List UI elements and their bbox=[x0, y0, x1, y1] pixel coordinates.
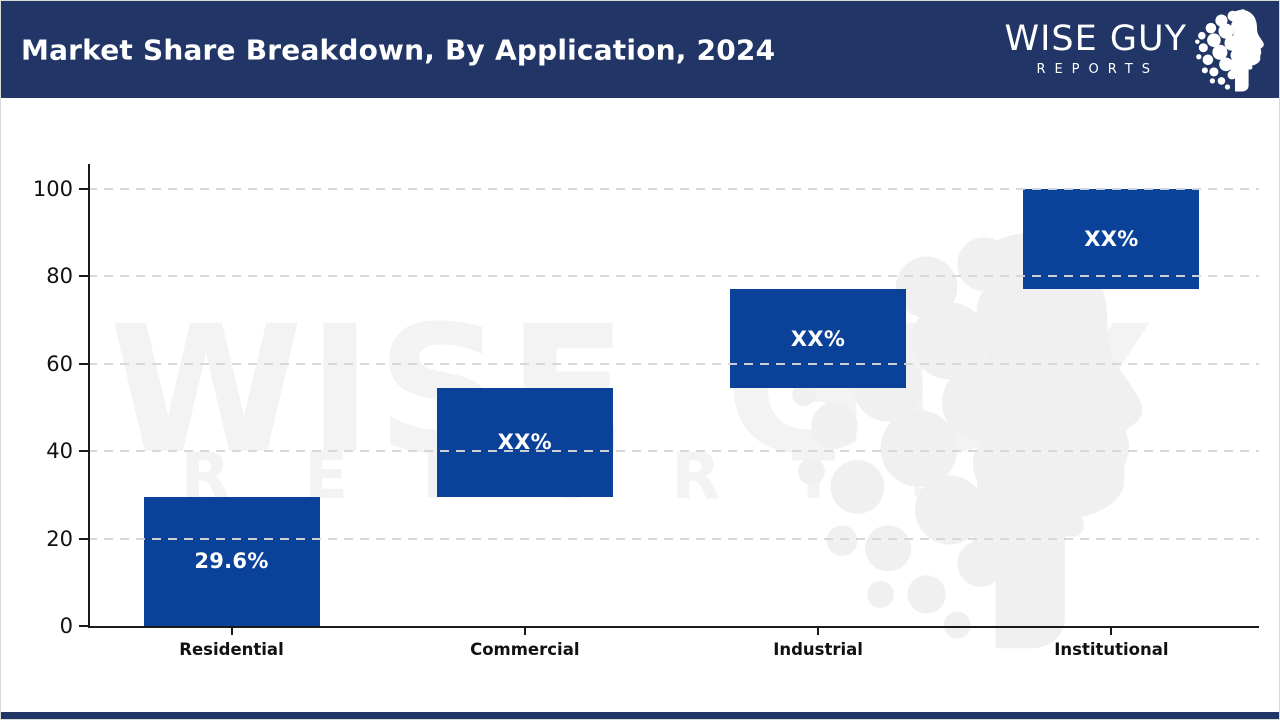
bar-value-label: 29.6% bbox=[194, 549, 269, 574]
brand-subtitle: REPORTS bbox=[1036, 62, 1160, 77]
bar-commercial: XX% bbox=[436, 388, 613, 497]
y-tick-mark bbox=[79, 537, 88, 540]
brand-name: WISE GUY bbox=[1004, 19, 1187, 59]
header: Market Share Breakdown, By Application, … bbox=[1, 1, 1279, 98]
gridline-80 bbox=[88, 275, 1259, 277]
x-tick-mark bbox=[523, 628, 526, 635]
y-tick-label: 80 bbox=[46, 264, 73, 288]
x-category-label-industrial: Industrial bbox=[773, 640, 863, 659]
y-tick-mark bbox=[79, 275, 88, 277]
chart-title: Market Share Breakdown, By Application, … bbox=[21, 33, 776, 66]
bar-value-label: XX% bbox=[1084, 226, 1139, 251]
x-tick-mark bbox=[817, 628, 820, 635]
brand-logo: WISE GUY REPORTS bbox=[1004, 1, 1267, 98]
bar-value-label: XX% bbox=[790, 326, 846, 351]
y-tick-label: 60 bbox=[46, 351, 73, 376]
y-tick-label: 40 bbox=[46, 439, 73, 463]
y-tick-mark bbox=[79, 625, 88, 627]
brand-wordmark: WISE GUY REPORTS bbox=[1004, 19, 1187, 78]
y-tick-mark bbox=[79, 362, 88, 365]
bar-industrial: XX% bbox=[730, 289, 907, 388]
dotted-head-profile-icon bbox=[1195, 8, 1264, 91]
bar-institutional: XX% bbox=[1023, 188, 1200, 290]
gridline-20 bbox=[88, 537, 1259, 540]
bottom-accent-bar bbox=[1, 712, 1279, 719]
y-tick-label: 100 bbox=[32, 176, 73, 201]
gridline-100 bbox=[88, 187, 1259, 190]
bar-residential: 29.6% bbox=[143, 496, 320, 626]
x-tick-mark bbox=[1110, 628, 1113, 635]
y-tick-label: 0 bbox=[59, 614, 73, 638]
gridline-60 bbox=[88, 362, 1259, 365]
x-tick-mark bbox=[230, 628, 233, 635]
x-category-label-institutional: Institutional bbox=[1054, 640, 1169, 659]
x-category-label-commercial: Commercial bbox=[470, 640, 580, 659]
x-category-label-residential: Residential bbox=[179, 640, 284, 659]
y-tick-mark bbox=[79, 187, 88, 190]
y-tick-label: 20 bbox=[46, 526, 73, 551]
y-axis-line bbox=[88, 164, 90, 628]
x-axis-line bbox=[88, 626, 1259, 628]
y-tick-mark bbox=[79, 450, 88, 452]
plot-area: WISE GUY REPORTS 29.6%XX%XX%XX% 02040608… bbox=[1, 98, 1279, 714]
gridline-40 bbox=[88, 450, 1259, 452]
